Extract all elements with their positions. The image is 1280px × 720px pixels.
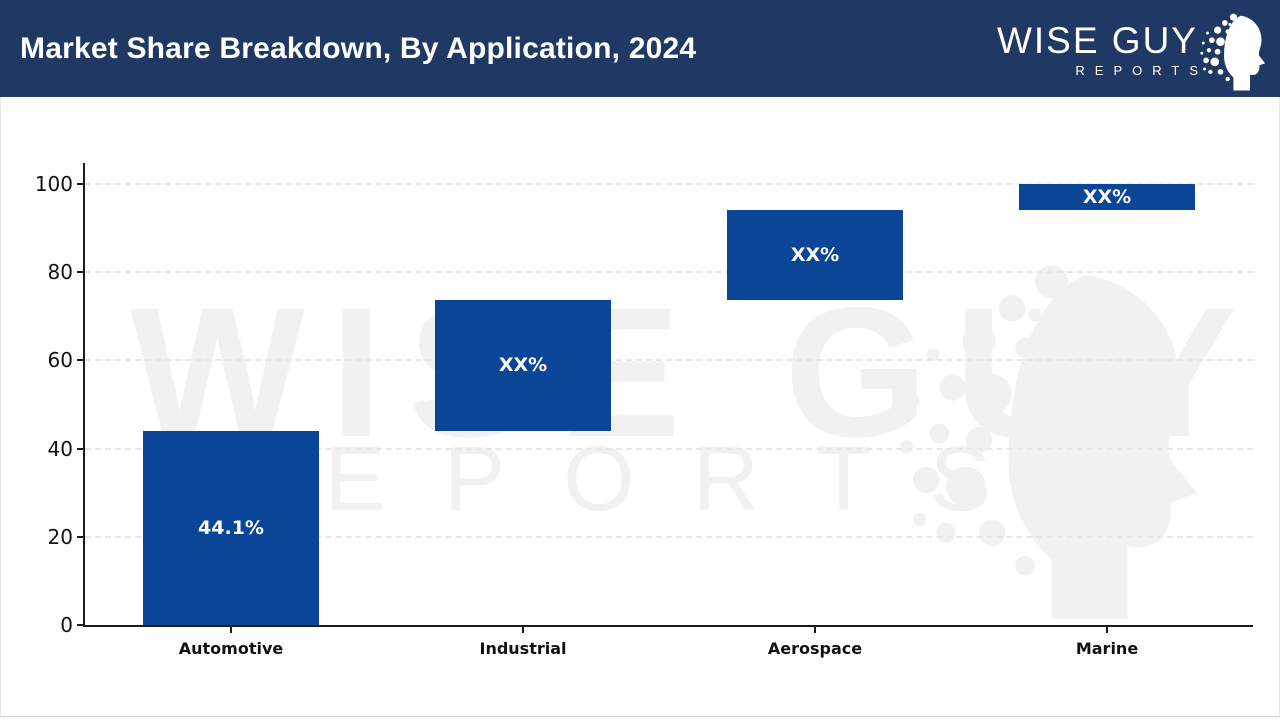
x-category-label-aerospace: Aerospace (767, 639, 863, 658)
gridline-100 (85, 183, 1253, 186)
bar-industrial: XX% (435, 300, 611, 431)
y-tick-80 (77, 271, 84, 274)
y-tick-0 (77, 624, 84, 626)
x-tick-automotive (230, 627, 232, 633)
y-tick-20 (77, 535, 84, 538)
bar-value-label-marine: XX% (1082, 186, 1132, 209)
content-bottom-border (0, 716, 1280, 717)
y-axis-spine (83, 163, 85, 627)
page-title: Market Share Breakdown, By Application, … (20, 31, 697, 65)
logo-wordmark: WISE GUY (996, 20, 1198, 61)
header-bar: Market Share Breakdown, By Application, … (0, 0, 1280, 97)
y-tick-label-20: 20 (47, 524, 73, 549)
y-tick-label-100: 100 (34, 172, 73, 197)
y-tick-40 (77, 447, 84, 450)
wise-guy-reports-logo: WISE GUY REPORTS (997, 8, 1268, 92)
x-category-label-industrial: Industrial (479, 639, 567, 658)
logo-subtitle: REPORTS (1075, 63, 1208, 78)
gridline-60 (85, 359, 1253, 362)
bar-value-label-automotive: 44.1% (198, 516, 264, 539)
y-tick-label-60: 60 (47, 348, 73, 373)
y-tick-label-40: 40 (47, 436, 73, 461)
x-category-label-marine: Marine (1075, 639, 1139, 658)
y-tick-label-80: 80 (47, 260, 73, 285)
y-tick-100 (77, 183, 84, 186)
bar-value-label-industrial: XX% (498, 354, 548, 377)
y-tick-60 (77, 359, 84, 362)
x-tick-aerospace (814, 627, 816, 633)
dotted-head-icon (1200, 13, 1266, 91)
gridline-80 (85, 271, 1253, 274)
bar-automotive: 44.1% (143, 430, 319, 625)
x-tick-industrial (522, 627, 524, 633)
x-category-label-automotive: Automotive (178, 639, 284, 658)
bar-value-label-aerospace: XX% (790, 244, 840, 267)
content-left-border (0, 97, 1, 717)
x-axis-spine (83, 625, 1253, 627)
logo-text: WISE GUY REPORTS (996, 20, 1198, 79)
x-tick-marine (1106, 627, 1108, 633)
y-tick-label-0: 0 (60, 613, 73, 637)
gridline-40 (85, 447, 1253, 450)
bar-aerospace: XX% (727, 210, 903, 301)
bar-marine: XX% (1019, 184, 1195, 211)
gridline-20 (85, 535, 1253, 538)
